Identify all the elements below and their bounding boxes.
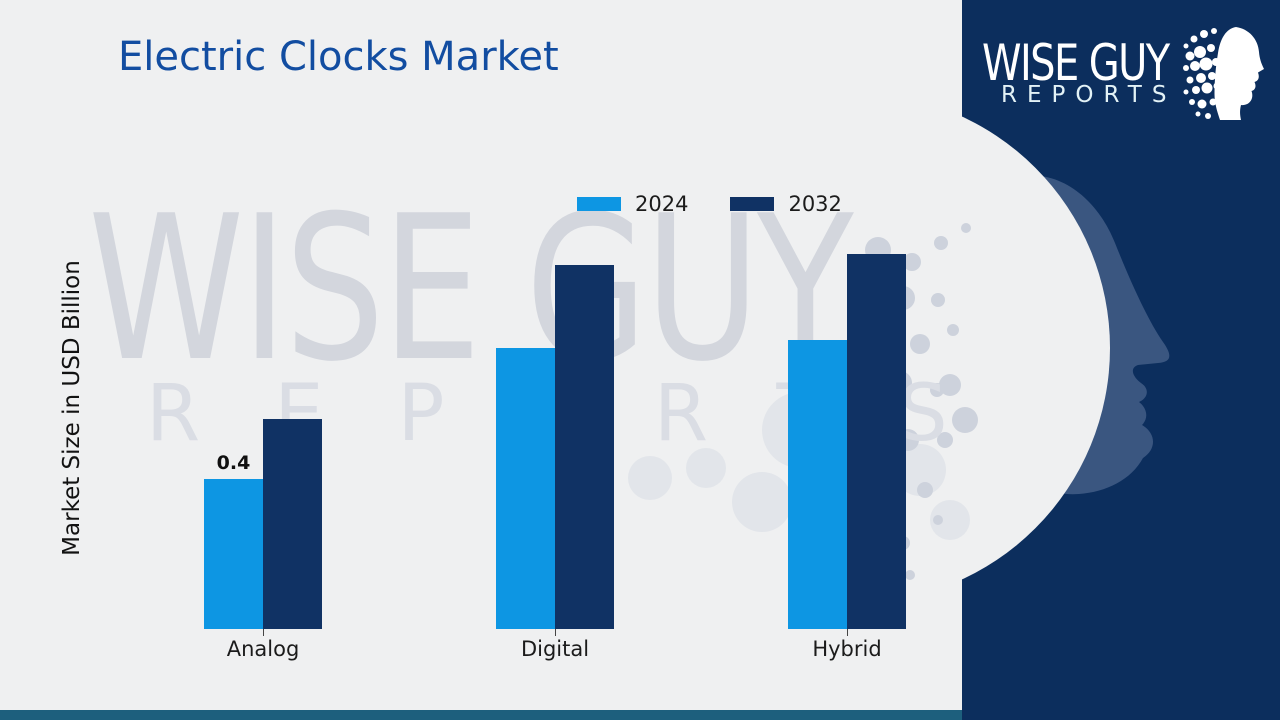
bar-hybrid-2032	[847, 254, 906, 629]
bottom-accent-bar	[0, 710, 962, 720]
bar-analog-2024	[204, 479, 263, 629]
category-label-analog: Analog	[226, 637, 300, 661]
legend-item-2032: 2032	[730, 192, 842, 216]
bar-analog-2032	[263, 419, 322, 629]
x-tick	[555, 629, 556, 636]
page-title: Electric Clocks Market	[118, 34, 559, 80]
category-label-digital: Digital	[520, 637, 590, 661]
chart-legend: 2024 2032	[577, 192, 842, 216]
legend-label: 2032	[788, 192, 842, 216]
legend-item-2024: 2024	[577, 192, 688, 216]
legend-swatch-2024	[577, 197, 621, 211]
head-profile-icon	[1183, 27, 1264, 120]
bar-digital-2024	[496, 348, 555, 629]
brand-wordmark: WISE GUY	[982, 34, 1170, 92]
x-tick	[263, 629, 264, 636]
x-tick	[847, 629, 848, 636]
watermark-wordmark: WISE GUY	[88, 173, 854, 406]
head-dots	[1183, 28, 1221, 119]
legend-label: 2024	[635, 192, 689, 216]
bar-hybrid-2024	[788, 340, 847, 629]
brand-wordmark-sub: REPORTS	[1001, 82, 1177, 108]
bar-value-label: 0.4	[216, 452, 251, 474]
category-label-hybrid: Hybrid	[812, 637, 882, 661]
bar-digital-2032	[555, 265, 614, 629]
legend-swatch-2032	[730, 197, 775, 211]
